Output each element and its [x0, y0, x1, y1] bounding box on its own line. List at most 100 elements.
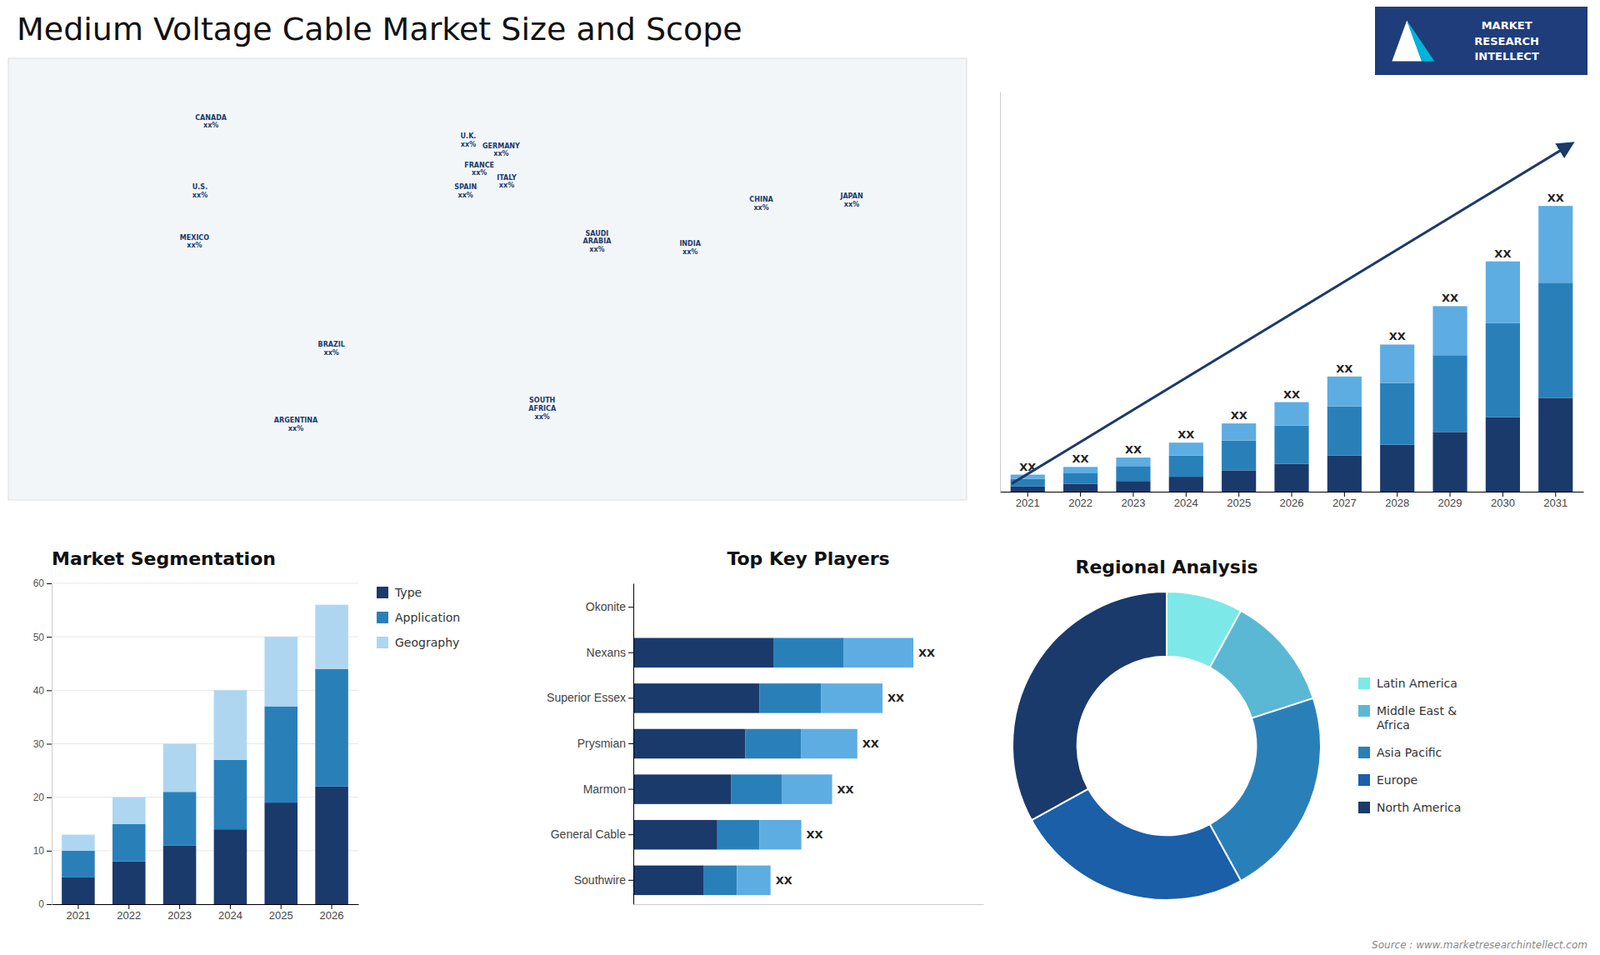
tick-label: 50	[33, 631, 45, 644]
tick-label: 2021	[1015, 496, 1040, 510]
country-label: SAUDIARABIAxx%	[583, 230, 613, 254]
legend: TypeApplicationGeography	[376, 585, 460, 650]
x-axis	[634, 904, 985, 905]
data-label: XX	[1072, 452, 1090, 465]
tick-mark	[628, 606, 634, 608]
donut-chart: Regional AnalysisLatin AmericaMiddle Eas…	[1012, 556, 1461, 900]
data-label: XX	[1441, 291, 1459, 305]
bar	[843, 638, 914, 668]
tick-label: 2027	[1332, 496, 1357, 510]
bar	[1327, 406, 1362, 456]
tick-label: 2025	[1226, 496, 1251, 510]
bar	[315, 786, 349, 905]
bar-series	[736, 638, 914, 896]
bar	[1010, 486, 1045, 492]
country-label: ARGENTINAxx%	[274, 416, 319, 433]
tick-mark	[77, 904, 79, 910]
bar	[759, 820, 801, 850]
chart-title: Market Segmentation	[51, 548, 276, 570]
source-text: Source : www.marketresearchintellect.com	[1371, 939, 1588, 951]
bar	[1274, 464, 1309, 492]
tick-label: General Cable	[550, 827, 626, 841]
legend-label: Latin America	[1376, 676, 1458, 690]
bar	[214, 690, 248, 760]
legend-swatch	[1358, 677, 1370, 690]
tick-mark	[46, 690, 52, 691]
text-line: xx%	[460, 140, 476, 149]
axis-line	[51, 584, 53, 905]
grid-line	[51, 796, 359, 798]
legend-swatch	[376, 586, 389, 599]
tick-mark	[1027, 491, 1029, 497]
data-label: XX	[1494, 247, 1511, 260]
tick-label: 2026	[320, 909, 345, 922]
tick: 20	[33, 791, 52, 804]
tick-label: 2023	[167, 909, 192, 922]
text-line: ARABIA	[583, 237, 613, 245]
bar	[1485, 416, 1520, 492]
tick: Prysmian	[577, 736, 634, 750]
bar	[1169, 476, 1204, 492]
bar	[1327, 455, 1362, 492]
grid-line	[51, 583, 359, 585]
tick-label: 30	[33, 738, 45, 750]
bar	[214, 829, 248, 905]
grid-line	[51, 690, 359, 691]
slice	[1031, 789, 1241, 900]
bar	[633, 820, 718, 850]
text-line: BRAZIL	[318, 340, 345, 349]
tick-label: 2026	[1280, 496, 1305, 510]
bar	[633, 865, 704, 895]
bar	[1221, 470, 1256, 492]
legend-item: Europe	[1358, 773, 1418, 787]
tick-label: Southwire	[574, 873, 626, 887]
tick: 2026	[320, 904, 345, 922]
legend-swatch	[376, 636, 389, 649]
text-line: xx%	[288, 425, 304, 433]
country-label: CHINAxx%	[749, 195, 774, 212]
bar	[1485, 261, 1520, 324]
bar	[703, 865, 737, 895]
country-label: FRANCExx%	[464, 161, 495, 178]
bar	[1115, 465, 1150, 481]
country-label: CANADAxx%	[195, 114, 228, 130]
tick: Nexans	[586, 645, 634, 660]
bar	[717, 820, 760, 850]
tick-label: Prysmian	[577, 736, 626, 750]
tick: 50	[33, 631, 52, 644]
bar	[633, 638, 774, 668]
bar	[163, 845, 197, 905]
tick-label: 2025	[269, 909, 294, 922]
logo-text: INTELLECT	[1474, 50, 1539, 63]
map-frame	[8, 58, 967, 500]
tick: 40	[33, 685, 52, 697]
data-label: XX	[1389, 330, 1406, 343]
bars	[61, 605, 349, 905]
tick-label: 60	[33, 577, 45, 590]
tick-label: 2028	[1385, 496, 1410, 510]
bar	[1538, 282, 1573, 398]
logo-text: MARKET	[1481, 19, 1533, 32]
bar	[781, 774, 832, 804]
legend-item: North America	[1358, 800, 1461, 815]
text-line: CANADA	[195, 114, 228, 122]
grid-line	[51, 904, 359, 905]
bar	[759, 683, 821, 713]
text-line: xx%	[493, 150, 509, 158]
tick: 2023	[167, 904, 192, 922]
legend-swatch	[376, 611, 389, 624]
axis-line	[634, 904, 985, 905]
legend-label: Type	[394, 585, 422, 600]
tick-mark	[1396, 491, 1398, 497]
tick-mark	[1132, 491, 1134, 497]
tick-mark	[230, 904, 231, 910]
tick-mark	[46, 583, 52, 585]
country-label: U.S.xx%	[192, 183, 208, 200]
tick: 2022	[1068, 491, 1093, 510]
bar-series	[1010, 205, 1574, 480]
legend-swatch	[1358, 801, 1370, 814]
bar	[633, 729, 745, 759]
text-line: SAUDI	[585, 230, 610, 238]
x-axis: 2021202220232024202520262027202820292030…	[1000, 491, 1585, 510]
legend-label: Geography	[395, 635, 460, 650]
